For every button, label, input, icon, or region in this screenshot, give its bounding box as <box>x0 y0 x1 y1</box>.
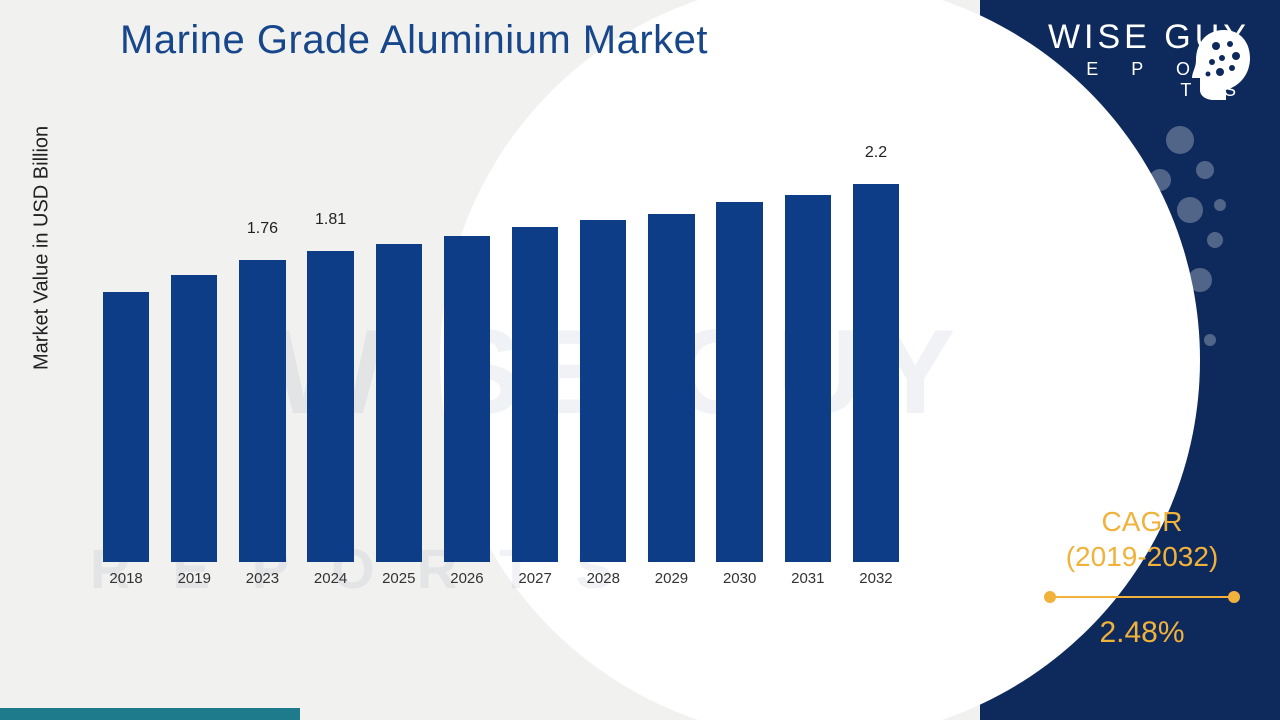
x-axis-tick-label: 2030 <box>706 564 774 590</box>
y-axis-label: Market Value in USD Billion <box>31 126 54 370</box>
x-axis-tick-label: 2028 <box>569 564 637 590</box>
cagr-label-line1: CAGR <box>1032 504 1252 539</box>
cagr-value: 2.48% <box>1032 616 1252 650</box>
cagr-block: CAGR (2019-2032) 2.48% <box>1032 504 1252 650</box>
brand-logo: WISE GUY R E P O R T S <box>1000 18 1250 101</box>
bar-slot: 2.2 <box>842 150 910 562</box>
bar <box>376 244 422 562</box>
bar-slot <box>433 150 501 562</box>
bar <box>716 202 762 563</box>
cagr-divider <box>1050 596 1234 598</box>
x-axis-tick-label: 2029 <box>637 564 705 590</box>
bar <box>307 251 353 562</box>
x-axis-tick-label: 2027 <box>501 564 569 590</box>
x-axis-tick-label: 2032 <box>842 564 910 590</box>
bar-slot <box>160 150 228 562</box>
bar <box>239 260 285 562</box>
bar-slot: 1.81 <box>297 150 365 562</box>
bar-slot <box>637 150 705 562</box>
bar-slot <box>774 150 842 562</box>
bar <box>171 275 217 562</box>
x-axis-labels: 2018201920232024202520262027202820292030… <box>92 564 910 590</box>
cagr-label-line2: (2019-2032) <box>1032 539 1252 574</box>
bar-slot <box>706 150 774 562</box>
bar-slot <box>92 150 160 562</box>
x-axis-tick-label: 2019 <box>160 564 228 590</box>
x-axis-tick-label: 2023 <box>228 564 296 590</box>
bar <box>648 214 694 562</box>
bar-value-label: 1.81 <box>315 211 346 229</box>
bar <box>103 292 149 562</box>
bar-slot <box>365 150 433 562</box>
bar <box>785 195 831 562</box>
bar-value-label: 2.2 <box>865 144 887 162</box>
x-axis-tick-label: 2025 <box>365 564 433 590</box>
x-axis-tick-label: 2024 <box>297 564 365 590</box>
bar-slot: 1.76 <box>228 150 296 562</box>
bar <box>580 220 626 562</box>
bar-value-label: 1.76 <box>247 220 278 238</box>
bar-slot <box>569 150 637 562</box>
x-axis-tick-label: 2026 <box>433 564 501 590</box>
bars-container: 1.76 1.81 2.2 <box>92 150 910 562</box>
chart-title: Marine Grade Aluminium Market <box>120 18 708 63</box>
bar-chart: Market Value in USD Billion 1.761.812.2 … <box>50 150 910 590</box>
x-axis-tick-label: 2018 <box>92 564 160 590</box>
brain-head-icon <box>1186 24 1256 104</box>
bar-slot <box>501 150 569 562</box>
infographic-canvas: WISE GUY REPORTS Marine Grade Aluminium … <box>0 0 1280 720</box>
bar <box>853 184 899 562</box>
bar <box>444 236 490 562</box>
bar <box>512 227 558 562</box>
x-axis-tick-label: 2031 <box>774 564 842 590</box>
bottom-accent-strip <box>0 708 300 720</box>
plot-area: 1.76 1.81 2.2 <box>92 150 910 562</box>
